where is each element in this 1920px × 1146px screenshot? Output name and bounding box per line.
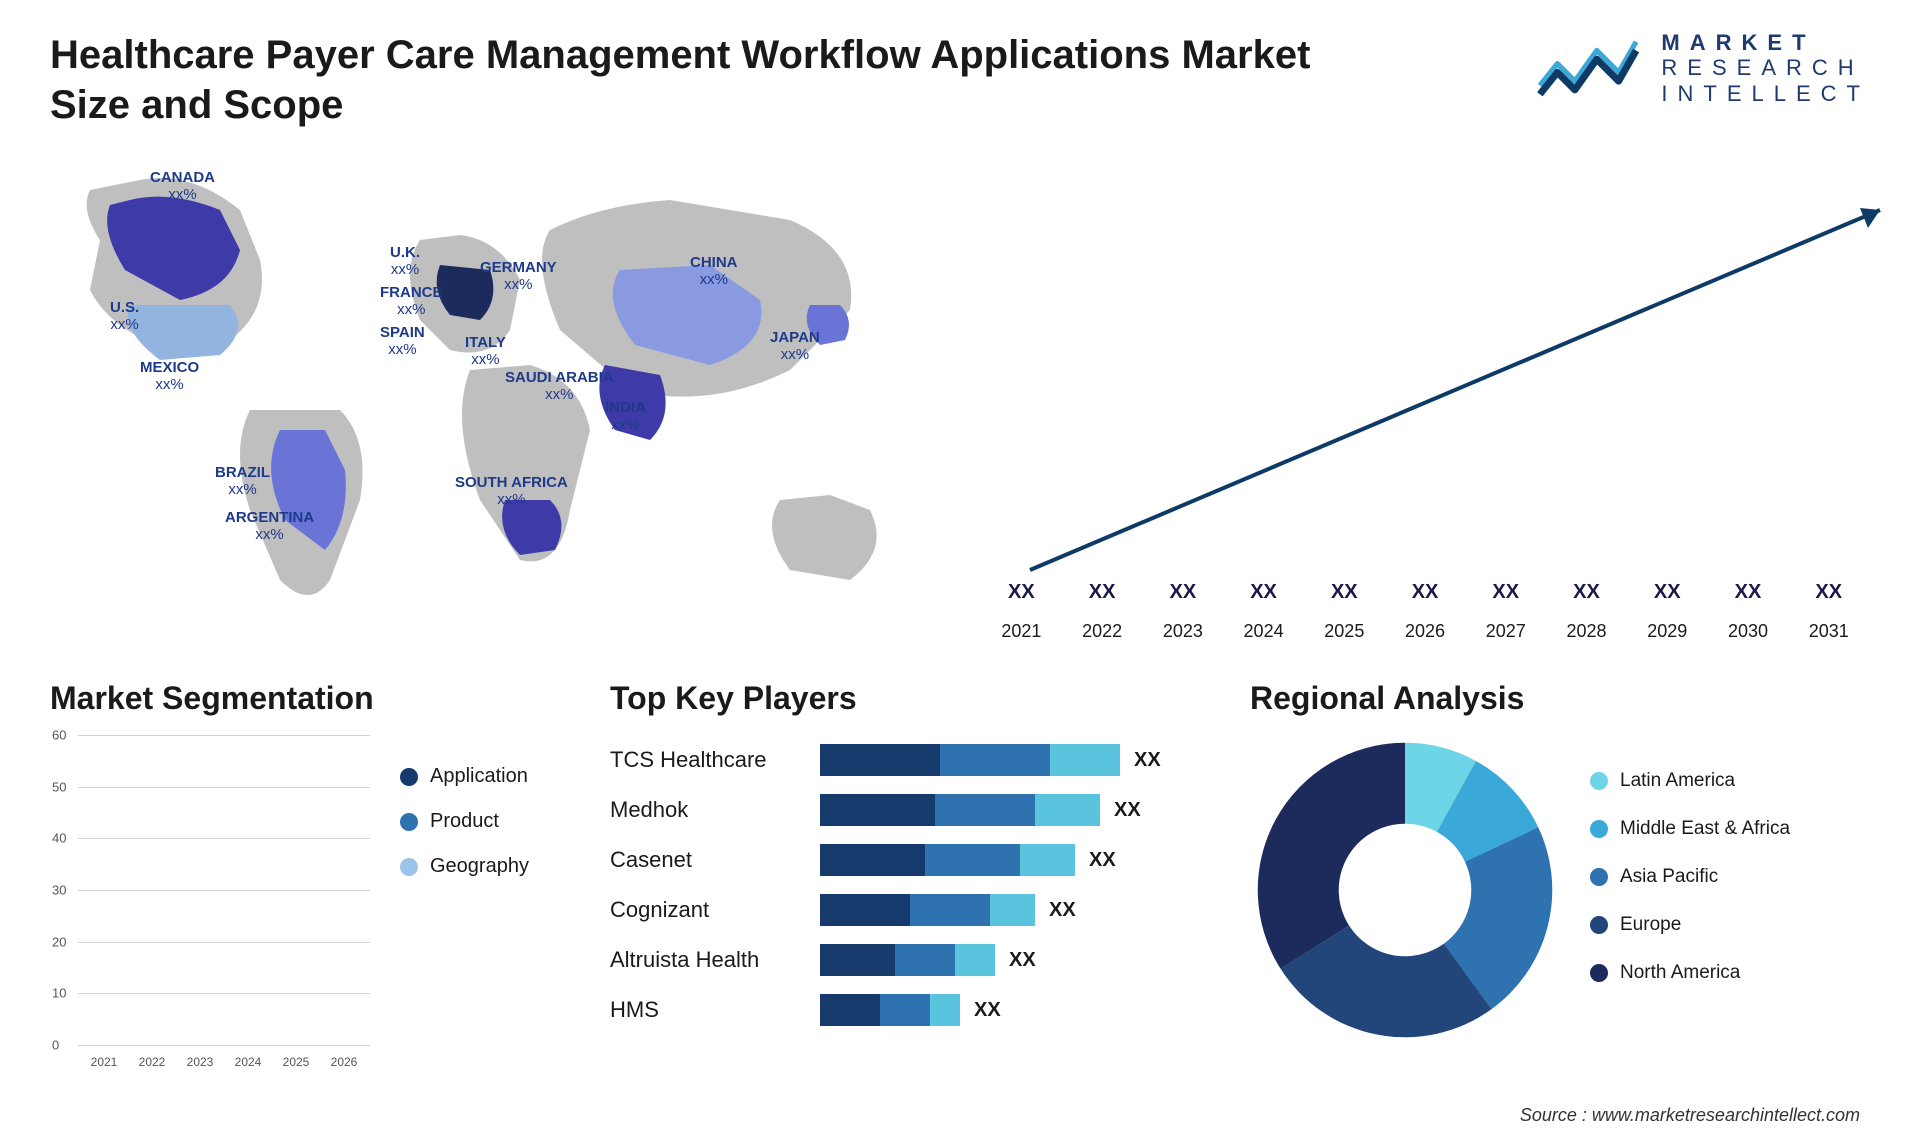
seg-ytick: 30 — [52, 883, 66, 898]
logo-icon — [1533, 33, 1643, 103]
player-name: Medhok — [610, 785, 800, 835]
segmentation-panel: Market Segmentation 2021 2022 2023 2024 2025… — [50, 680, 570, 1120]
map-label: CANADAxx% — [150, 170, 215, 203]
player-name: Casenet — [610, 835, 800, 885]
player-bar-row: XX — [820, 785, 1210, 835]
player-bar-value: XX — [1134, 749, 1161, 772]
map-label: U.K.xx% — [390, 245, 420, 278]
seg-bar-year: 2026 — [324, 1055, 364, 1069]
growth-bar-value: XX — [1071, 581, 1134, 604]
donut-slice — [1258, 743, 1405, 969]
growth-chart-panel: XX 2021 XX 2022 XX 2023 XX 2024 XX 2025 XX 2026 XX 20… — [980, 150, 1870, 650]
region-legend-item: Middle East & Africa — [1590, 818, 1870, 840]
region-legend-item: Asia Pacific — [1590, 866, 1870, 888]
player-bar-value: XX — [1089, 849, 1116, 872]
player-name: TCS Healthcare — [610, 735, 800, 785]
segmentation-legend: Application Product Geography — [400, 735, 570, 1075]
growth-bar-year: 2021 — [990, 621, 1053, 642]
map-label: GERMANYxx% — [480, 260, 557, 293]
player-bar-row: XX — [820, 885, 1210, 935]
growth-bar-value: XX — [1636, 581, 1699, 604]
world-map — [50, 150, 920, 650]
growth-bar-year: 2031 — [1797, 621, 1860, 642]
growth-bar-value: XX — [1394, 581, 1457, 604]
map-label: ARGENTINAxx% — [225, 510, 314, 543]
map-label: INDIAxx% — [605, 400, 646, 433]
logo-line1: MARKET — [1661, 30, 1870, 55]
map-label: BRAZILxx% — [215, 465, 270, 498]
growth-bar-year: 2030 — [1717, 621, 1780, 642]
map-label: FRANCExx% — [380, 285, 443, 318]
seg-ytick: 0 — [52, 1038, 59, 1053]
region-legend-item: North America — [1590, 962, 1870, 984]
regional-legend: Latin America Middle East & Africa Asia Pa… — [1590, 770, 1870, 1010]
logo-line3: INTELLECT — [1661, 81, 1870, 106]
player-bar-value: XX — [1114, 799, 1141, 822]
growth-bar-value: XX — [1151, 581, 1214, 604]
seg-ytick: 20 — [52, 934, 66, 949]
growth-bar-value: XX — [1717, 581, 1780, 604]
logo: MARKET RESEARCH INTELLECT — [1533, 30, 1870, 106]
map-label: JAPANxx% — [770, 330, 820, 363]
seg-ytick: 10 — [52, 986, 66, 1001]
growth-bar-year: 2022 — [1071, 621, 1134, 642]
growth-bar-year: 2029 — [1636, 621, 1699, 642]
seg-bar-year: 2024 — [228, 1055, 268, 1069]
map-label: SPAINxx% — [380, 325, 425, 358]
growth-bar-value: XX — [1232, 581, 1295, 604]
player-bar-row: XX — [820, 735, 1210, 785]
logo-line2: RESEARCH — [1661, 55, 1870, 80]
map-label: SOUTH AFRICAxx% — [455, 475, 568, 508]
growth-bar-value: XX — [1313, 581, 1376, 604]
seg-ytick: 40 — [52, 831, 66, 846]
growth-bar-value: XX — [1555, 581, 1618, 604]
growth-bar-year: 2027 — [1474, 621, 1537, 642]
seg-bar-year: 2023 — [180, 1055, 220, 1069]
seg-legend-item: Geography — [400, 855, 570, 878]
map-label: SAUDI ARABIAxx% — [505, 370, 614, 403]
growth-bar-value: XX — [1474, 581, 1537, 604]
map-label: ITALYxx% — [465, 335, 506, 368]
player-name: Altruista Health — [610, 935, 800, 985]
region-legend-item: Latin America — [1590, 770, 1870, 792]
page-title: Healthcare Payer Care Management Workflo… — [50, 30, 1350, 130]
seg-ytick: 50 — [52, 779, 66, 794]
regional-panel: Regional Analysis Latin America Middle Ea… — [1250, 680, 1870, 1120]
map-label: MEXICOxx% — [140, 360, 199, 393]
seg-ytick: 60 — [52, 728, 66, 743]
growth-bar-value: XX — [990, 581, 1053, 604]
region-legend-item: Europe — [1590, 914, 1870, 936]
player-bar-row: XX — [820, 935, 1210, 985]
player-bar-value: XX — [1009, 949, 1036, 972]
key-players-panel: Top Key Players TCS HealthcareMedhokCase… — [610, 680, 1210, 1120]
seg-legend-item: Product — [400, 810, 570, 833]
player-name: Cognizant — [610, 885, 800, 935]
growth-bar-value: XX — [1797, 581, 1860, 604]
seg-legend-item: Application — [400, 765, 570, 788]
growth-bar-year: 2023 — [1151, 621, 1214, 642]
growth-bar-year: 2024 — [1232, 621, 1295, 642]
growth-bar-year: 2028 — [1555, 621, 1618, 642]
seg-bar-year: 2025 — [276, 1055, 316, 1069]
segmentation-chart: 202120222023202420252026 0102030405060 — [50, 735, 370, 1075]
source-attribution: Source : www.marketresearchintellect.com — [1520, 1105, 1860, 1126]
regional-donut — [1250, 735, 1560, 1045]
world-map-panel: CANADAxx% U.S.xx%MEXICOxx% BRAZILxx% ARGENT… — [50, 150, 920, 650]
seg-bar-year: 2022 — [132, 1055, 172, 1069]
segmentation-title: Market Segmentation — [50, 680, 570, 717]
player-bar-row: XX — [820, 985, 1210, 1035]
key-players-title: Top Key Players — [610, 680, 1210, 717]
seg-bar-year: 2021 — [84, 1055, 124, 1069]
growth-bar-year: 2025 — [1313, 621, 1376, 642]
growth-bar-year: 2026 — [1394, 621, 1457, 642]
player-bar-row: XX — [820, 835, 1210, 885]
regional-title: Regional Analysis — [1250, 680, 1870, 717]
map-label: U.S.xx% — [110, 300, 139, 333]
player-bar-value: XX — [1049, 899, 1076, 922]
map-label: CHINAxx% — [690, 255, 738, 288]
player-name: HMS — [610, 985, 800, 1035]
player-bar-value: XX — [974, 999, 1001, 1022]
